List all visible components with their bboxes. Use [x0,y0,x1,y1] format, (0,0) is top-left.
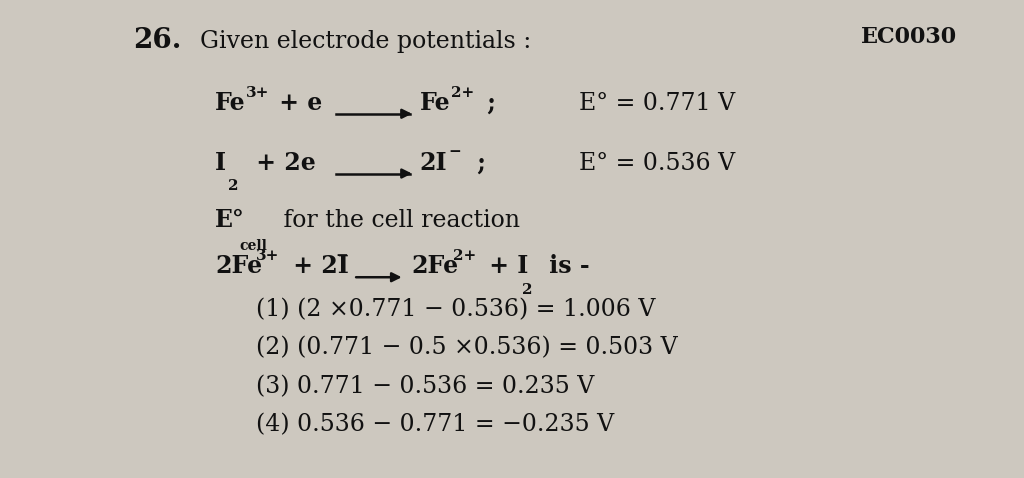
Text: ;: ; [479,91,496,115]
Text: (4) 0.536 − 0.771 = −0.235 V: (4) 0.536 − 0.771 = −0.235 V [256,413,614,436]
Text: −: − [336,249,348,263]
Text: + 2e: + 2e [248,151,315,174]
Text: E° = 0.536 V: E° = 0.536 V [579,152,734,174]
Text: 2I: 2I [420,151,447,174]
Text: −: − [449,145,461,159]
Text: EC0030: EC0030 [861,26,957,48]
Text: Fe: Fe [215,91,246,115]
Text: (1) (2 ×0.771 − 0.536) = 1.006 V: (1) (2 ×0.771 − 0.536) = 1.006 V [256,298,655,321]
Text: Given electrode potentials :: Given electrode potentials : [200,30,530,53]
Text: 2: 2 [522,283,532,297]
Text: 2: 2 [228,179,239,193]
Text: 3+: 3+ [256,249,280,263]
Text: E°: E° [215,208,245,232]
Text: 2Fe: 2Fe [215,254,262,278]
Text: Fe: Fe [420,91,451,115]
Text: I: I [215,151,226,174]
Text: (3) 0.771 − 0.536 = 0.235 V: (3) 0.771 − 0.536 = 0.235 V [256,375,594,398]
Text: E° = 0.771 V: E° = 0.771 V [579,92,734,115]
Text: 26.: 26. [133,27,181,54]
Text: 2Fe: 2Fe [412,254,459,278]
Text: for the cell reaction: for the cell reaction [276,209,520,232]
Text: + e: + e [271,91,323,115]
Text: 2+: 2+ [451,86,474,99]
Text: is -: is - [541,254,589,278]
Text: 3+: 3+ [246,86,269,99]
Text: + I: + I [481,254,528,278]
Text: cell: cell [240,239,267,253]
Text: + 2I: + 2I [285,254,348,278]
Text: (2) (0.771 − 0.5 ×0.536) = 0.503 V: (2) (0.771 − 0.5 ×0.536) = 0.503 V [256,337,678,359]
Text: ;: ; [469,151,485,174]
Text: 2+: 2+ [453,249,476,263]
